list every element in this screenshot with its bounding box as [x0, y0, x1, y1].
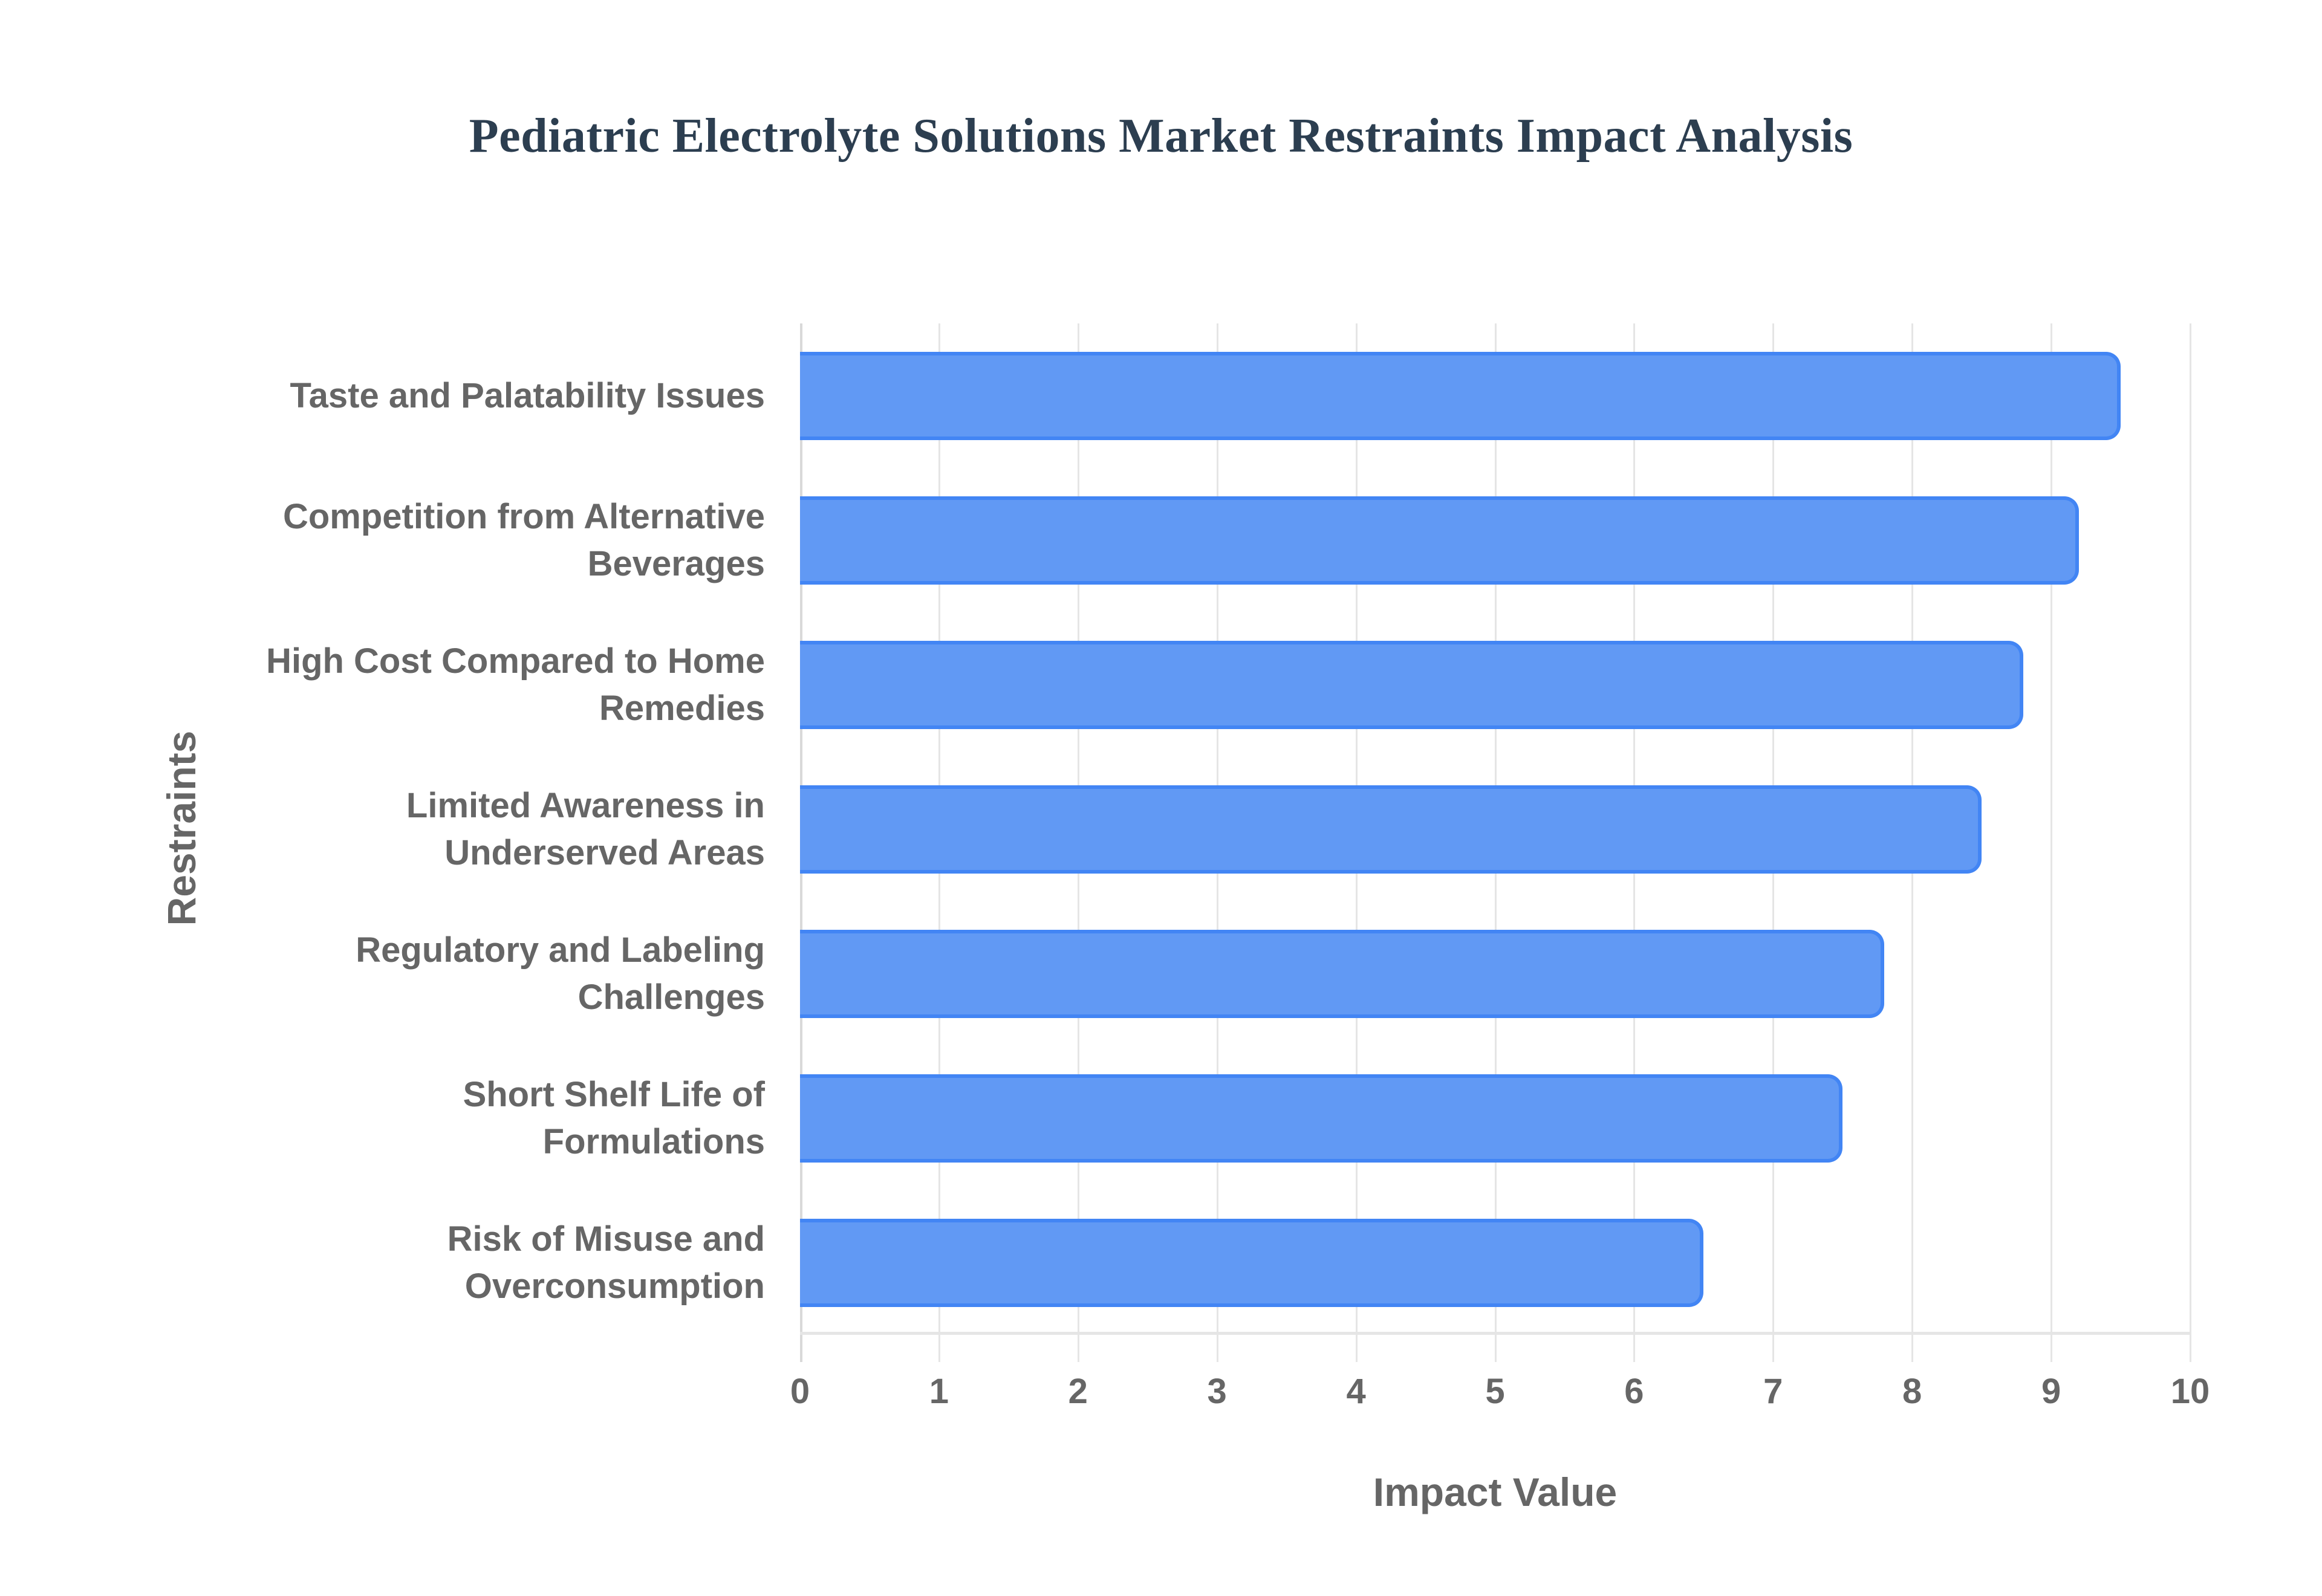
y-axis-label-line: High Cost Compared to Home [266, 641, 765, 681]
chart-title: Pediatric Electrolyte Solutions Market R… [469, 109, 1853, 163]
bar[interactable] [800, 496, 2080, 585]
y-axis-label: High Cost Compared to Home Remedies [160, 638, 765, 732]
y-axis-label-line: Beverages [587, 543, 765, 583]
x-axis-tick-label: 10 [2170, 1372, 2210, 1411]
grid-line [2050, 323, 2053, 1362]
y-axis-label: Regulatory and Labeling Challenges [160, 927, 765, 1021]
y-axis-label-line: Formulations [542, 1121, 765, 1161]
bar[interactable] [800, 1074, 1843, 1163]
grid-line [2190, 323, 2191, 1362]
y-axis-label: Limited Awareness in Underserved Areas [160, 782, 765, 877]
x-axis-tick-label: 1 [929, 1372, 949, 1411]
y-axis-label-line: Competition from Alternative [282, 496, 765, 536]
x-axis-tick-label: 5 [1485, 1372, 1505, 1411]
x-axis-tick-label: 4 [1346, 1372, 1366, 1411]
bar[interactable] [800, 929, 1885, 1018]
x-axis-tick-label: 2 [1068, 1372, 1088, 1411]
x-axis-tick-label: 8 [1902, 1372, 1922, 1411]
y-axis-label: Risk of Misuse and Overconsumption [160, 1216, 765, 1310]
y-axis-label-line: Taste and Palatability Issues [290, 375, 765, 415]
bar[interactable] [800, 640, 2024, 729]
x-axis-tick-label: 0 [790, 1372, 810, 1411]
bar[interactable] [800, 785, 1982, 874]
y-axis-label-line: Risk of Misuse and [447, 1219, 765, 1259]
bar[interactable] [800, 1218, 1704, 1307]
y-axis-label-line: Overconsumption [464, 1266, 765, 1306]
y-axis-label-line: Regulatory and Labeling [356, 930, 765, 970]
y-axis-label-line: Limited Awareness in [406, 785, 765, 825]
y-axis-label-line: Remedies [599, 688, 765, 728]
y-axis-label: Taste and Palatability Issues [160, 372, 765, 420]
x-axis-title: Impact Value [1373, 1470, 1618, 1514]
x-axis-tick-label: 3 [1207, 1372, 1227, 1411]
plot-area [800, 323, 2191, 1362]
y-axis-label-line: Underserved Areas [444, 832, 765, 872]
x-axis-tick-label: 6 [1624, 1372, 1644, 1411]
bar[interactable] [800, 351, 2121, 440]
y-axis-label: Short Shelf Life of Formulations [160, 1071, 765, 1166]
y-axis-label: Competition from Alternative Beverages [160, 493, 765, 588]
x-axis-tick-label: 9 [2041, 1372, 2061, 1411]
x-axis-tick-label: 7 [1763, 1372, 1783, 1411]
y-axis-label-line: Short Shelf Life of [463, 1074, 765, 1114]
y-axis-label-line: Challenges [577, 977, 765, 1017]
